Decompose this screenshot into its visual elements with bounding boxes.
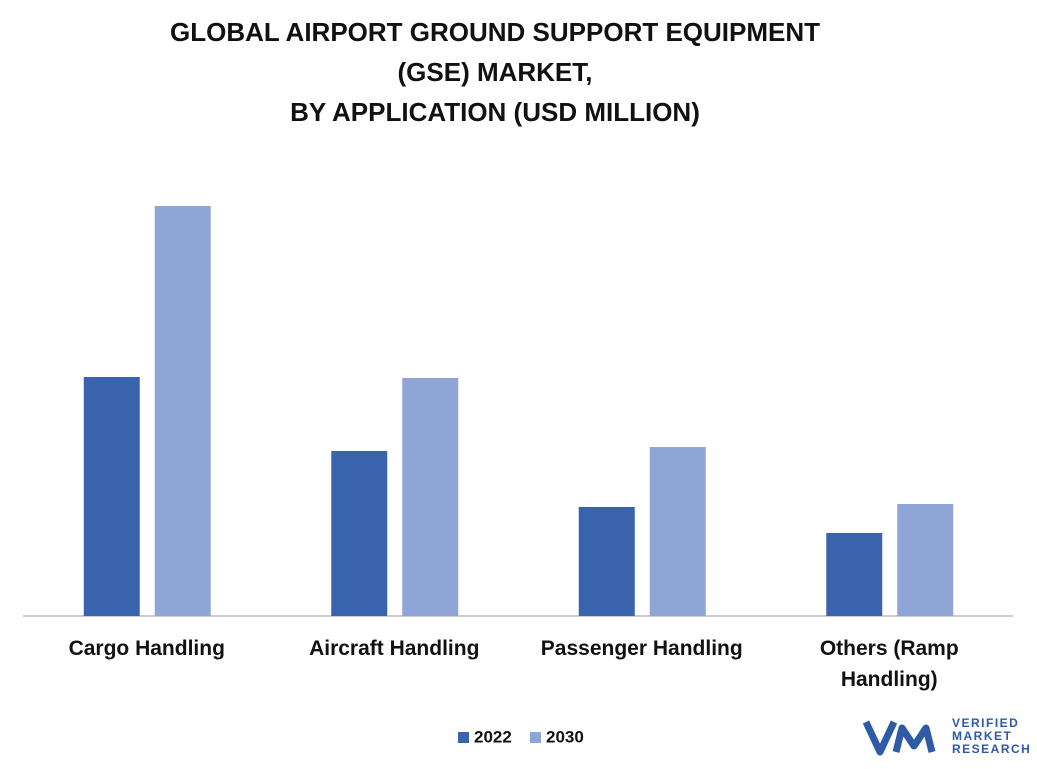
logo-text: MARKET xyxy=(952,729,1012,743)
chart-title: GLOBAL AIRPORT GROUND SUPPORT EQUIPMENT xyxy=(170,17,820,47)
bar xyxy=(331,451,388,616)
chart-title: BY APPLICATION (USD MILLION) xyxy=(290,97,700,127)
x-tick-label: Others (Ramp Handling) xyxy=(819,637,959,691)
logo-text: RESEARCH xyxy=(952,742,1031,756)
bar xyxy=(649,447,706,616)
logo-mark xyxy=(862,720,936,756)
bar xyxy=(897,504,954,616)
legend-swatch xyxy=(530,732,541,743)
x-tick-label: Passenger Handling xyxy=(540,637,743,660)
legend-label: 2022 xyxy=(474,727,512,746)
legend-swatch xyxy=(458,732,469,743)
chart-title: (GSE) MARKET, xyxy=(398,57,593,87)
bar xyxy=(578,507,635,616)
logo: VERIFIED MARKET RESEARCH xyxy=(862,716,1031,756)
bar xyxy=(83,377,140,616)
bar xyxy=(154,206,211,616)
bar xyxy=(826,533,883,616)
bar xyxy=(402,378,459,616)
x-tick-label: Aircraft Handling xyxy=(309,637,480,660)
logo-text: VERIFIED xyxy=(952,716,1019,730)
legend-label: 2030 xyxy=(546,727,584,746)
x-tick-label: Cargo Handling xyxy=(68,637,225,660)
